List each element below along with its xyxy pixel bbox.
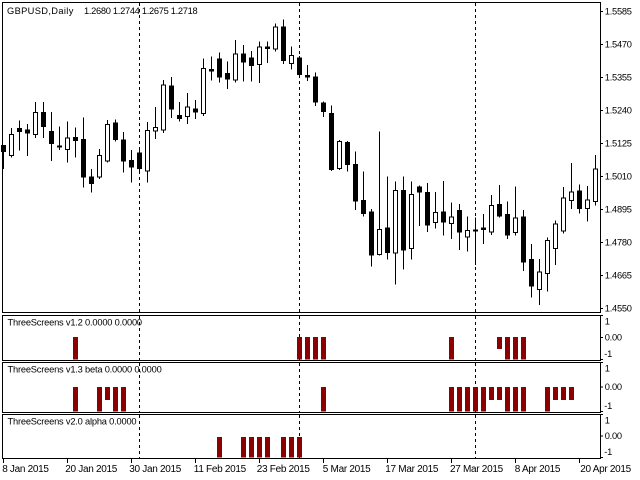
svg-text:1.5010: 1.5010 xyxy=(605,171,632,181)
svg-text:11 Feb 2015: 11 Feb 2015 xyxy=(194,464,247,475)
svg-text:23 Feb 2015: 23 Feb 2015 xyxy=(257,464,311,475)
svg-text:27 Mar 2015: 27 Mar 2015 xyxy=(450,464,504,475)
svg-text:ThreeScreens v1.3 beta 0.0000: ThreeScreens v1.3 beta 0.0000 0.0000 xyxy=(8,365,162,375)
svg-text:1.5470: 1.5470 xyxy=(605,39,632,49)
svg-text:ThreeScreens v2.0 alpha 0.0000: ThreeScreens v2.0 alpha 0.0000 xyxy=(8,417,137,427)
svg-text:20 Apr 2015: 20 Apr 2015 xyxy=(580,464,631,475)
svg-text:0.00: 0.00 xyxy=(605,333,622,343)
svg-text:ThreeScreens v1.2 0.0000 0.000: ThreeScreens v1.2 0.0000 0.0000 xyxy=(8,318,142,328)
svg-text:1.5585: 1.5585 xyxy=(605,6,632,16)
svg-text:8 Jan 2015: 8 Jan 2015 xyxy=(2,464,49,475)
svg-text:30 Jan 2015: 30 Jan 2015 xyxy=(129,464,181,475)
svg-text:1.4780: 1.4780 xyxy=(605,237,632,247)
svg-text:1.4550: 1.4550 xyxy=(605,303,632,313)
svg-text:0.00: 0.00 xyxy=(605,382,622,392)
svg-text:1: 1 xyxy=(605,416,610,426)
svg-text:1.5355: 1.5355 xyxy=(605,72,632,82)
svg-text:20 Jan 2015: 20 Jan 2015 xyxy=(65,464,117,475)
svg-text:0.00: 0.00 xyxy=(605,431,622,441)
svg-text:17 Mar 2015: 17 Mar 2015 xyxy=(385,464,439,475)
svg-text:1: 1 xyxy=(605,364,610,374)
svg-text:1.5125: 1.5125 xyxy=(605,138,632,148)
svg-text:GBPUSD,Daily: GBPUSD,Daily xyxy=(7,6,74,16)
svg-text:-1: -1 xyxy=(604,401,612,411)
svg-text:1.4895: 1.4895 xyxy=(605,204,632,214)
svg-text:-1: -1 xyxy=(604,447,612,457)
svg-text:8 Apr 2015: 8 Apr 2015 xyxy=(515,464,561,475)
svg-text:5 Mar 2015: 5 Mar 2015 xyxy=(323,464,371,475)
svg-text:1.5240: 1.5240 xyxy=(605,105,632,115)
svg-text:1.2680 1.2744 1.2675 1.2718: 1.2680 1.2744 1.2675 1.2718 xyxy=(84,6,198,16)
svg-text:1: 1 xyxy=(605,317,610,327)
svg-text:1.4665: 1.4665 xyxy=(605,270,632,280)
svg-text:-1: -1 xyxy=(604,349,612,359)
